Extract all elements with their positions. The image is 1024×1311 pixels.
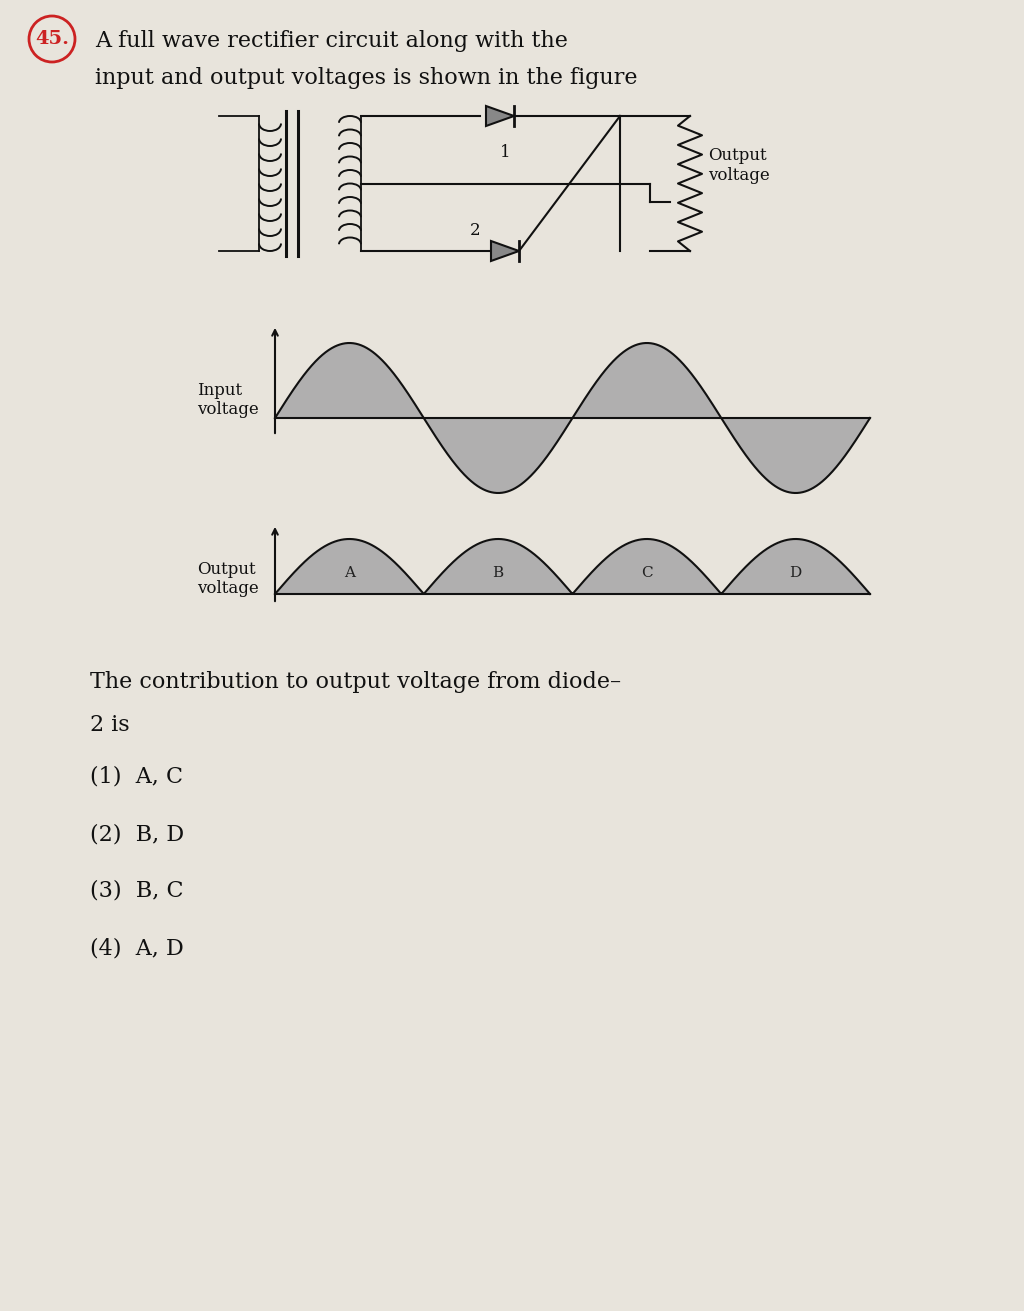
Text: 1: 1: [500, 144, 510, 161]
Polygon shape: [490, 241, 519, 261]
Text: (4)  A, D: (4) A, D: [90, 937, 183, 960]
Text: B: B: [493, 566, 504, 579]
Text: D: D: [790, 566, 802, 579]
Text: input and output voltages is shown in the figure: input and output voltages is shown in th…: [95, 67, 638, 89]
Text: Input
voltage: Input voltage: [197, 382, 259, 418]
Text: (1)  A, C: (1) A, C: [90, 766, 183, 788]
Text: A full wave rectifier circuit along with the: A full wave rectifier circuit along with…: [95, 30, 568, 52]
Text: 2 is: 2 is: [90, 714, 130, 735]
Text: Output
voltage: Output voltage: [708, 147, 770, 184]
Text: 2: 2: [470, 222, 480, 239]
Text: C: C: [641, 566, 652, 579]
Polygon shape: [486, 106, 514, 126]
Text: (3)  B, C: (3) B, C: [90, 880, 183, 902]
Text: Output
voltage: Output voltage: [197, 561, 259, 598]
Text: A: A: [344, 566, 355, 579]
Text: 45.: 45.: [35, 30, 69, 49]
Text: The contribution to output voltage from diode–: The contribution to output voltage from …: [90, 671, 622, 694]
Text: (2)  B, D: (2) B, D: [90, 823, 184, 846]
